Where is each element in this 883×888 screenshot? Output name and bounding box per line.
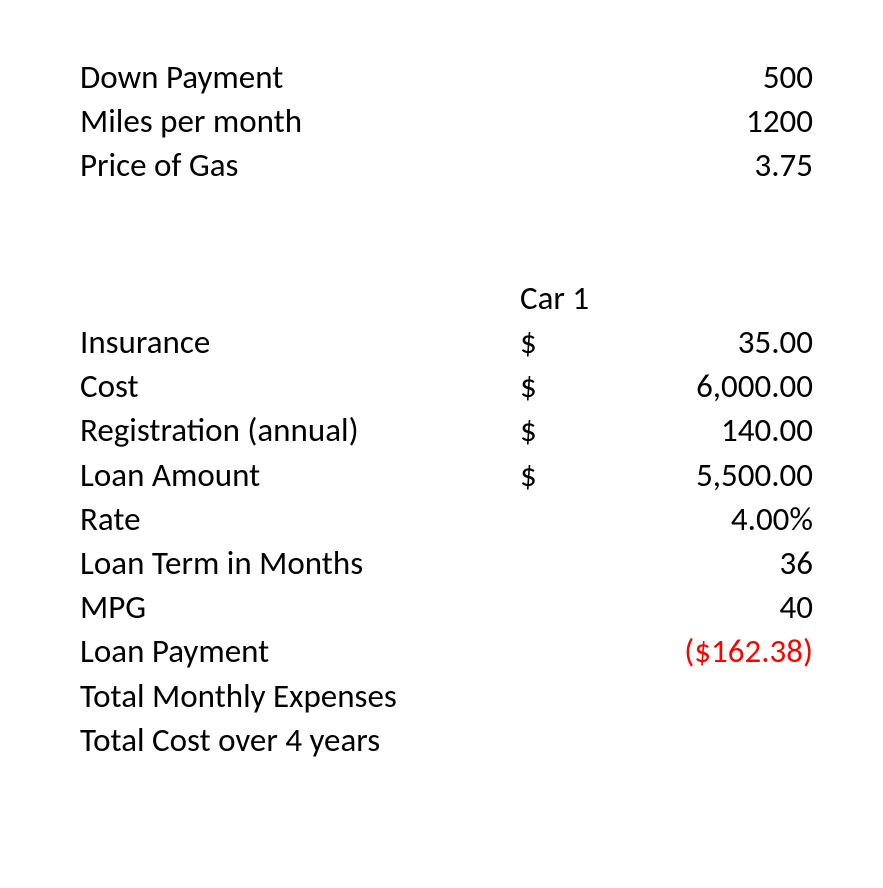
car-row-label: Total Monthly Expenses xyxy=(80,674,520,718)
car-row-value: 4.00% xyxy=(560,497,813,541)
car-row-value-negative: ($162.38) xyxy=(560,629,813,673)
input-row: Miles per month 1200 xyxy=(80,99,813,143)
section-spacer xyxy=(80,188,813,276)
car-row-value: 35.00 xyxy=(560,320,813,364)
car-row-currency: $ xyxy=(520,408,560,452)
car-row-label: Loan Term in Months xyxy=(80,541,520,585)
car-row-value: 40 xyxy=(560,585,813,629)
input-label: Miles per month xyxy=(80,99,520,143)
car-row-value: 6,000.00 xyxy=(560,364,813,408)
input-label: Price of Gas xyxy=(80,143,520,187)
car-header-label: Car 1 xyxy=(520,276,813,320)
input-value: 500 xyxy=(560,55,813,99)
car-row: Insurance $ 35.00 xyxy=(80,320,813,364)
car-row-value: 140.00 xyxy=(560,408,813,452)
car-row-label: Loan Amount xyxy=(80,453,520,497)
car-row: Total Monthly Expenses xyxy=(80,674,813,718)
input-value: 3.75 xyxy=(560,143,813,187)
input-label: Down Payment xyxy=(80,55,520,99)
car-row-currency: $ xyxy=(520,320,560,364)
car-row-label: Total Cost over 4 years xyxy=(80,718,520,762)
car-row-currency: $ xyxy=(520,453,560,497)
input-row: Down Payment 500 xyxy=(80,55,813,99)
car-row-label: Rate xyxy=(80,497,520,541)
car-row-currency: $ xyxy=(520,364,560,408)
car-row-value: 36 xyxy=(560,541,813,585)
car-row-label: Registration (annual) xyxy=(80,408,520,452)
car-row: Loan Payment ($162.38) xyxy=(80,629,813,673)
input-value: 1200 xyxy=(560,99,813,143)
car-row-label: Loan Payment xyxy=(80,629,520,673)
input-row: Price of Gas 3.75 xyxy=(80,143,813,187)
car-row-label: Cost xyxy=(80,364,520,408)
car-row-value: 5,500.00 xyxy=(560,453,813,497)
car-row: Total Cost over 4 years xyxy=(80,718,813,762)
car-row: Registration (annual) $ 140.00 xyxy=(80,408,813,452)
car-header-row: Car 1 xyxy=(80,276,813,320)
car-row: Rate 4.00% xyxy=(80,497,813,541)
car-row-label: MPG xyxy=(80,585,520,629)
car-row: Loan Term in Months 36 xyxy=(80,541,813,585)
worksheet: Down Payment 500 Miles per month 1200 Pr… xyxy=(0,0,883,762)
car-row: Loan Amount $ 5,500.00 xyxy=(80,453,813,497)
car-row: Cost $ 6,000.00 xyxy=(80,364,813,408)
car-row: MPG 40 xyxy=(80,585,813,629)
car-row-label: Insurance xyxy=(80,320,520,364)
